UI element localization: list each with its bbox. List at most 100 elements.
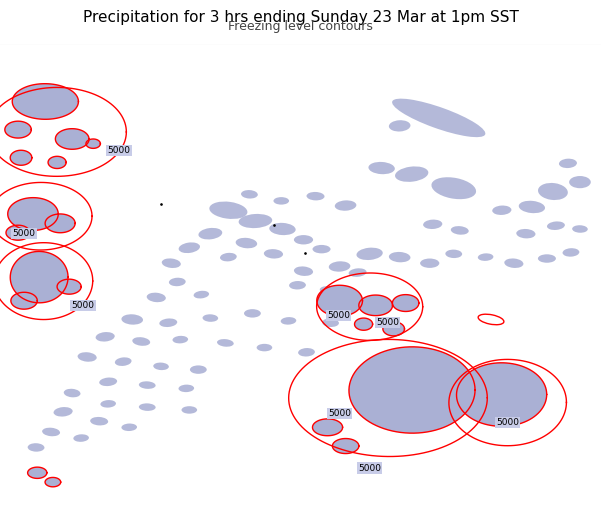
Polygon shape	[6, 225, 30, 240]
Text: 5000: 5000	[327, 311, 350, 320]
Polygon shape	[48, 156, 66, 169]
Ellipse shape	[257, 344, 272, 352]
Ellipse shape	[139, 403, 156, 411]
Polygon shape	[10, 150, 32, 165]
Ellipse shape	[159, 319, 177, 327]
Ellipse shape	[244, 309, 261, 318]
Text: Precipitation for 3 hrs ending Sunday 23 Mar at 1pm SST: Precipitation for 3 hrs ending Sunday 23…	[82, 10, 519, 25]
Ellipse shape	[432, 177, 476, 199]
Polygon shape	[313, 419, 343, 436]
Polygon shape	[355, 318, 373, 330]
Ellipse shape	[547, 222, 565, 230]
Text: 5000: 5000	[328, 409, 351, 418]
Polygon shape	[392, 295, 419, 311]
Ellipse shape	[28, 443, 44, 452]
Ellipse shape	[73, 434, 89, 442]
Ellipse shape	[182, 406, 197, 414]
Ellipse shape	[42, 428, 60, 436]
Ellipse shape	[307, 192, 325, 200]
Polygon shape	[28, 467, 47, 479]
Ellipse shape	[220, 253, 237, 262]
Ellipse shape	[445, 250, 462, 258]
Text: 5000: 5000	[496, 418, 519, 427]
Ellipse shape	[294, 235, 313, 245]
Ellipse shape	[322, 319, 339, 327]
Ellipse shape	[115, 357, 132, 366]
Ellipse shape	[389, 252, 410, 262]
Ellipse shape	[239, 214, 272, 228]
Polygon shape	[45, 214, 75, 233]
Ellipse shape	[349, 268, 367, 277]
Polygon shape	[359, 295, 392, 316]
Ellipse shape	[121, 314, 143, 325]
Ellipse shape	[423, 219, 442, 229]
Ellipse shape	[139, 381, 156, 389]
Ellipse shape	[198, 228, 222, 240]
Text: 5000: 5000	[72, 301, 94, 310]
Text: 5000: 5000	[108, 146, 130, 155]
Ellipse shape	[395, 167, 429, 182]
Polygon shape	[55, 128, 89, 149]
Ellipse shape	[64, 389, 81, 397]
Ellipse shape	[420, 259, 439, 268]
Ellipse shape	[559, 159, 577, 168]
Ellipse shape	[269, 223, 296, 235]
Ellipse shape	[147, 292, 166, 302]
Ellipse shape	[273, 197, 289, 205]
Polygon shape	[317, 285, 362, 316]
Ellipse shape	[538, 183, 568, 200]
Ellipse shape	[320, 286, 335, 293]
Ellipse shape	[132, 337, 150, 346]
Ellipse shape	[53, 407, 73, 416]
Polygon shape	[349, 347, 475, 433]
Ellipse shape	[96, 332, 115, 342]
Polygon shape	[10, 251, 68, 303]
Ellipse shape	[329, 261, 350, 272]
Ellipse shape	[289, 281, 306, 289]
Ellipse shape	[190, 365, 207, 374]
Ellipse shape	[178, 384, 194, 392]
Ellipse shape	[569, 176, 591, 188]
Polygon shape	[86, 139, 100, 149]
Ellipse shape	[217, 339, 234, 347]
Ellipse shape	[100, 400, 116, 408]
Ellipse shape	[209, 201, 248, 219]
Ellipse shape	[298, 348, 315, 357]
Polygon shape	[57, 279, 81, 294]
Ellipse shape	[563, 248, 579, 256]
Ellipse shape	[478, 253, 493, 261]
Polygon shape	[5, 121, 31, 138]
Ellipse shape	[162, 259, 181, 268]
Ellipse shape	[99, 377, 117, 386]
Ellipse shape	[281, 317, 296, 325]
Polygon shape	[383, 322, 404, 336]
Polygon shape	[12, 84, 78, 119]
Ellipse shape	[294, 266, 313, 276]
Ellipse shape	[519, 201, 545, 213]
Ellipse shape	[451, 226, 469, 235]
Ellipse shape	[335, 200, 356, 211]
Text: Freezing level contours: Freezing level contours	[228, 20, 373, 32]
Ellipse shape	[264, 249, 283, 259]
Ellipse shape	[389, 120, 410, 132]
Ellipse shape	[241, 190, 258, 198]
Ellipse shape	[572, 225, 588, 233]
Ellipse shape	[169, 278, 186, 286]
Ellipse shape	[516, 229, 535, 238]
Ellipse shape	[78, 352, 97, 362]
Text: 5000: 5000	[358, 464, 381, 472]
Polygon shape	[457, 363, 547, 426]
Ellipse shape	[504, 259, 523, 268]
Ellipse shape	[492, 206, 511, 215]
Ellipse shape	[392, 99, 486, 137]
Text: 5000: 5000	[376, 318, 399, 327]
Polygon shape	[45, 478, 61, 487]
Ellipse shape	[203, 314, 218, 322]
Ellipse shape	[121, 424, 137, 431]
Polygon shape	[332, 438, 359, 453]
Ellipse shape	[236, 238, 257, 248]
Ellipse shape	[368, 162, 395, 174]
Ellipse shape	[538, 254, 556, 263]
Ellipse shape	[194, 291, 209, 299]
Ellipse shape	[178, 243, 200, 253]
